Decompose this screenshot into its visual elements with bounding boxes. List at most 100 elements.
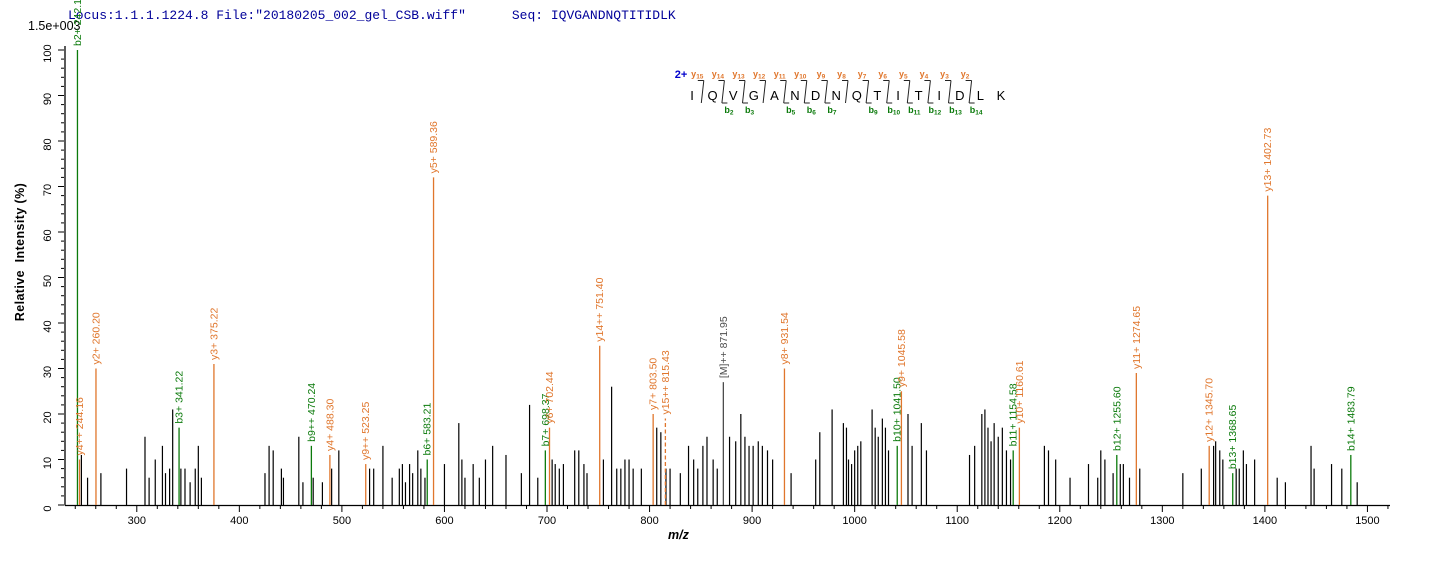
y-ion-map-label: y7 — [858, 69, 867, 81]
residue-letter: K — [997, 88, 1006, 103]
fragment-bracket — [759, 80, 767, 104]
y-tick-label: 20 — [42, 411, 54, 423]
y-ion-map-label: y11 — [774, 69, 786, 81]
peak-label: b14+ 1483.79 — [1345, 386, 1357, 451]
y-ion-map-label: y9 — [817, 69, 826, 81]
peak-label: b9++ 470.24 — [306, 383, 318, 442]
y-tick-label: 40 — [42, 320, 54, 332]
peak-label: y15++ 815.43 — [660, 350, 672, 414]
fragment-bracket — [965, 80, 975, 104]
residue-letter: G — [749, 88, 759, 103]
residue-letter: N — [790, 88, 799, 103]
residue-letter: D — [811, 88, 820, 103]
b-ion-map-label: b14 — [970, 105, 983, 117]
y-ion-map-label: y3 — [940, 69, 949, 81]
y-ion-map-label: y13 — [732, 69, 745, 81]
peak-label: y4+ 488.30 — [324, 399, 336, 451]
peak-label: y11+ 1274.65 — [1131, 306, 1143, 369]
b-ion-map-label: b5 — [786, 105, 796, 117]
x-tick-label: 1400 — [1253, 515, 1277, 527]
residue-letter: Q — [852, 88, 862, 103]
y-tick-label: 70 — [42, 184, 54, 196]
y-tick-label: 30 — [42, 366, 54, 378]
x-tick-label: 300 — [128, 515, 146, 527]
fragment-bracket — [924, 80, 934, 104]
precursor-charge-label: 2+ — [675, 69, 688, 81]
fragment-bracket — [718, 80, 728, 104]
peak-label: y7+ 803.50 — [648, 358, 660, 410]
peak-label: b7+ 698.37 — [540, 393, 552, 446]
fragment-bracket — [903, 80, 913, 104]
fragment-bracket — [780, 80, 790, 104]
residue-letter: I — [937, 88, 941, 103]
peak-label: y6+ 702.44 — [544, 371, 556, 423]
residue-letter: V — [729, 88, 738, 103]
residue-letter: T — [915, 88, 923, 103]
x-tick-label: 1000 — [842, 515, 866, 527]
residue-letter: I — [896, 88, 900, 103]
fragment-bracket — [842, 80, 849, 104]
residue-letter: L — [977, 88, 984, 103]
peak-label: y4++ 244.16 — [74, 397, 86, 456]
peak-label: [M]++ 871.95 — [718, 316, 730, 378]
intensity-scale-note: 1.5e+003 — [28, 19, 81, 33]
peak-label: y9+ 1045.58 — [896, 329, 908, 387]
y-tick-label: 100 — [42, 44, 54, 62]
y-ion-map-label: y14 — [712, 69, 725, 81]
b-ion-map-label: b13 — [949, 105, 962, 117]
residue-letter: T — [873, 88, 881, 103]
peak-label: b6+ 583.21 — [422, 402, 434, 455]
peak-label: b11+ 1154.58 — [1008, 383, 1020, 446]
peak-label: y13+ 1402.73 — [1262, 128, 1274, 192]
residue-letter: D — [955, 88, 964, 103]
peak-label: y9++ 523.25 — [360, 402, 372, 461]
y-ion-map-label: y6 — [878, 69, 887, 81]
b-ion-map-label: b7 — [827, 105, 837, 117]
y-tick-label: 0 — [42, 505, 54, 511]
peak-label: b2+ 242.15 — [72, 0, 84, 46]
locus-file-label: Locus:1.1.1.1224.8 File:"20180205_002_ge… — [68, 8, 466, 23]
y-tick-label: 80 — [42, 138, 54, 150]
x-tick-label: 1200 — [1048, 515, 1072, 527]
fragment-bracket — [883, 80, 893, 104]
peak-label: y2+ 260.20 — [90, 312, 102, 364]
residue-letter: N — [832, 88, 841, 103]
x-tick-label: 1100 — [945, 515, 969, 527]
b-ion-map-label: b11 — [908, 105, 921, 117]
y-ion-map-label: y8 — [837, 69, 846, 81]
peak-label: y8+ 931.54 — [779, 312, 791, 364]
fragment-bracket — [739, 80, 748, 104]
y-tick-label: 50 — [42, 275, 54, 287]
peak-label: y5+ 589.36 — [428, 121, 440, 173]
b-ion-map-label: b12 — [929, 105, 942, 117]
y-tick-label: 10 — [42, 457, 54, 469]
sequence-label: Seq: IQVGANDNQTITIDLK — [511, 8, 676, 23]
fragment-bracket — [697, 80, 705, 104]
y-ion-map-label: y5 — [899, 69, 908, 81]
residue-letter: A — [770, 88, 779, 103]
b-ion-map-label: b6 — [807, 105, 817, 117]
y-ion-map-label: y4 — [920, 69, 929, 81]
fragment-bracket — [800, 80, 810, 104]
x-axis-title: m/z — [668, 528, 689, 542]
peak-label: y12+ 1345.70 — [1204, 378, 1216, 442]
b-ion-map-label: b2 — [724, 105, 734, 117]
peak-label: b3+ 341.22 — [174, 371, 186, 424]
b-ion-map-label: b9 — [869, 105, 879, 117]
peak-label: y14++ 751.40 — [594, 277, 606, 341]
y-ion-map-label: y2 — [961, 69, 970, 81]
x-tick-label: 800 — [640, 515, 658, 527]
b-ion-map-label: b3 — [745, 105, 755, 117]
x-tick-label: 1300 — [1150, 515, 1174, 527]
peak-label: b12+ 1255.60 — [1111, 386, 1123, 451]
residue-letter: Q — [708, 88, 718, 103]
y-ion-map-label: y12 — [753, 69, 766, 81]
header-bar: Locus:1.1.1.1224.8 File:"20180205_002_ge… — [68, 8, 676, 23]
x-tick-label: 500 — [333, 515, 351, 527]
x-tick-label: 1500 — [1355, 515, 1379, 527]
peak-label: y10+ 1160.61 — [1014, 360, 1026, 423]
b-ion-map-label: b10 — [887, 105, 900, 117]
x-tick-label: 700 — [538, 515, 556, 527]
